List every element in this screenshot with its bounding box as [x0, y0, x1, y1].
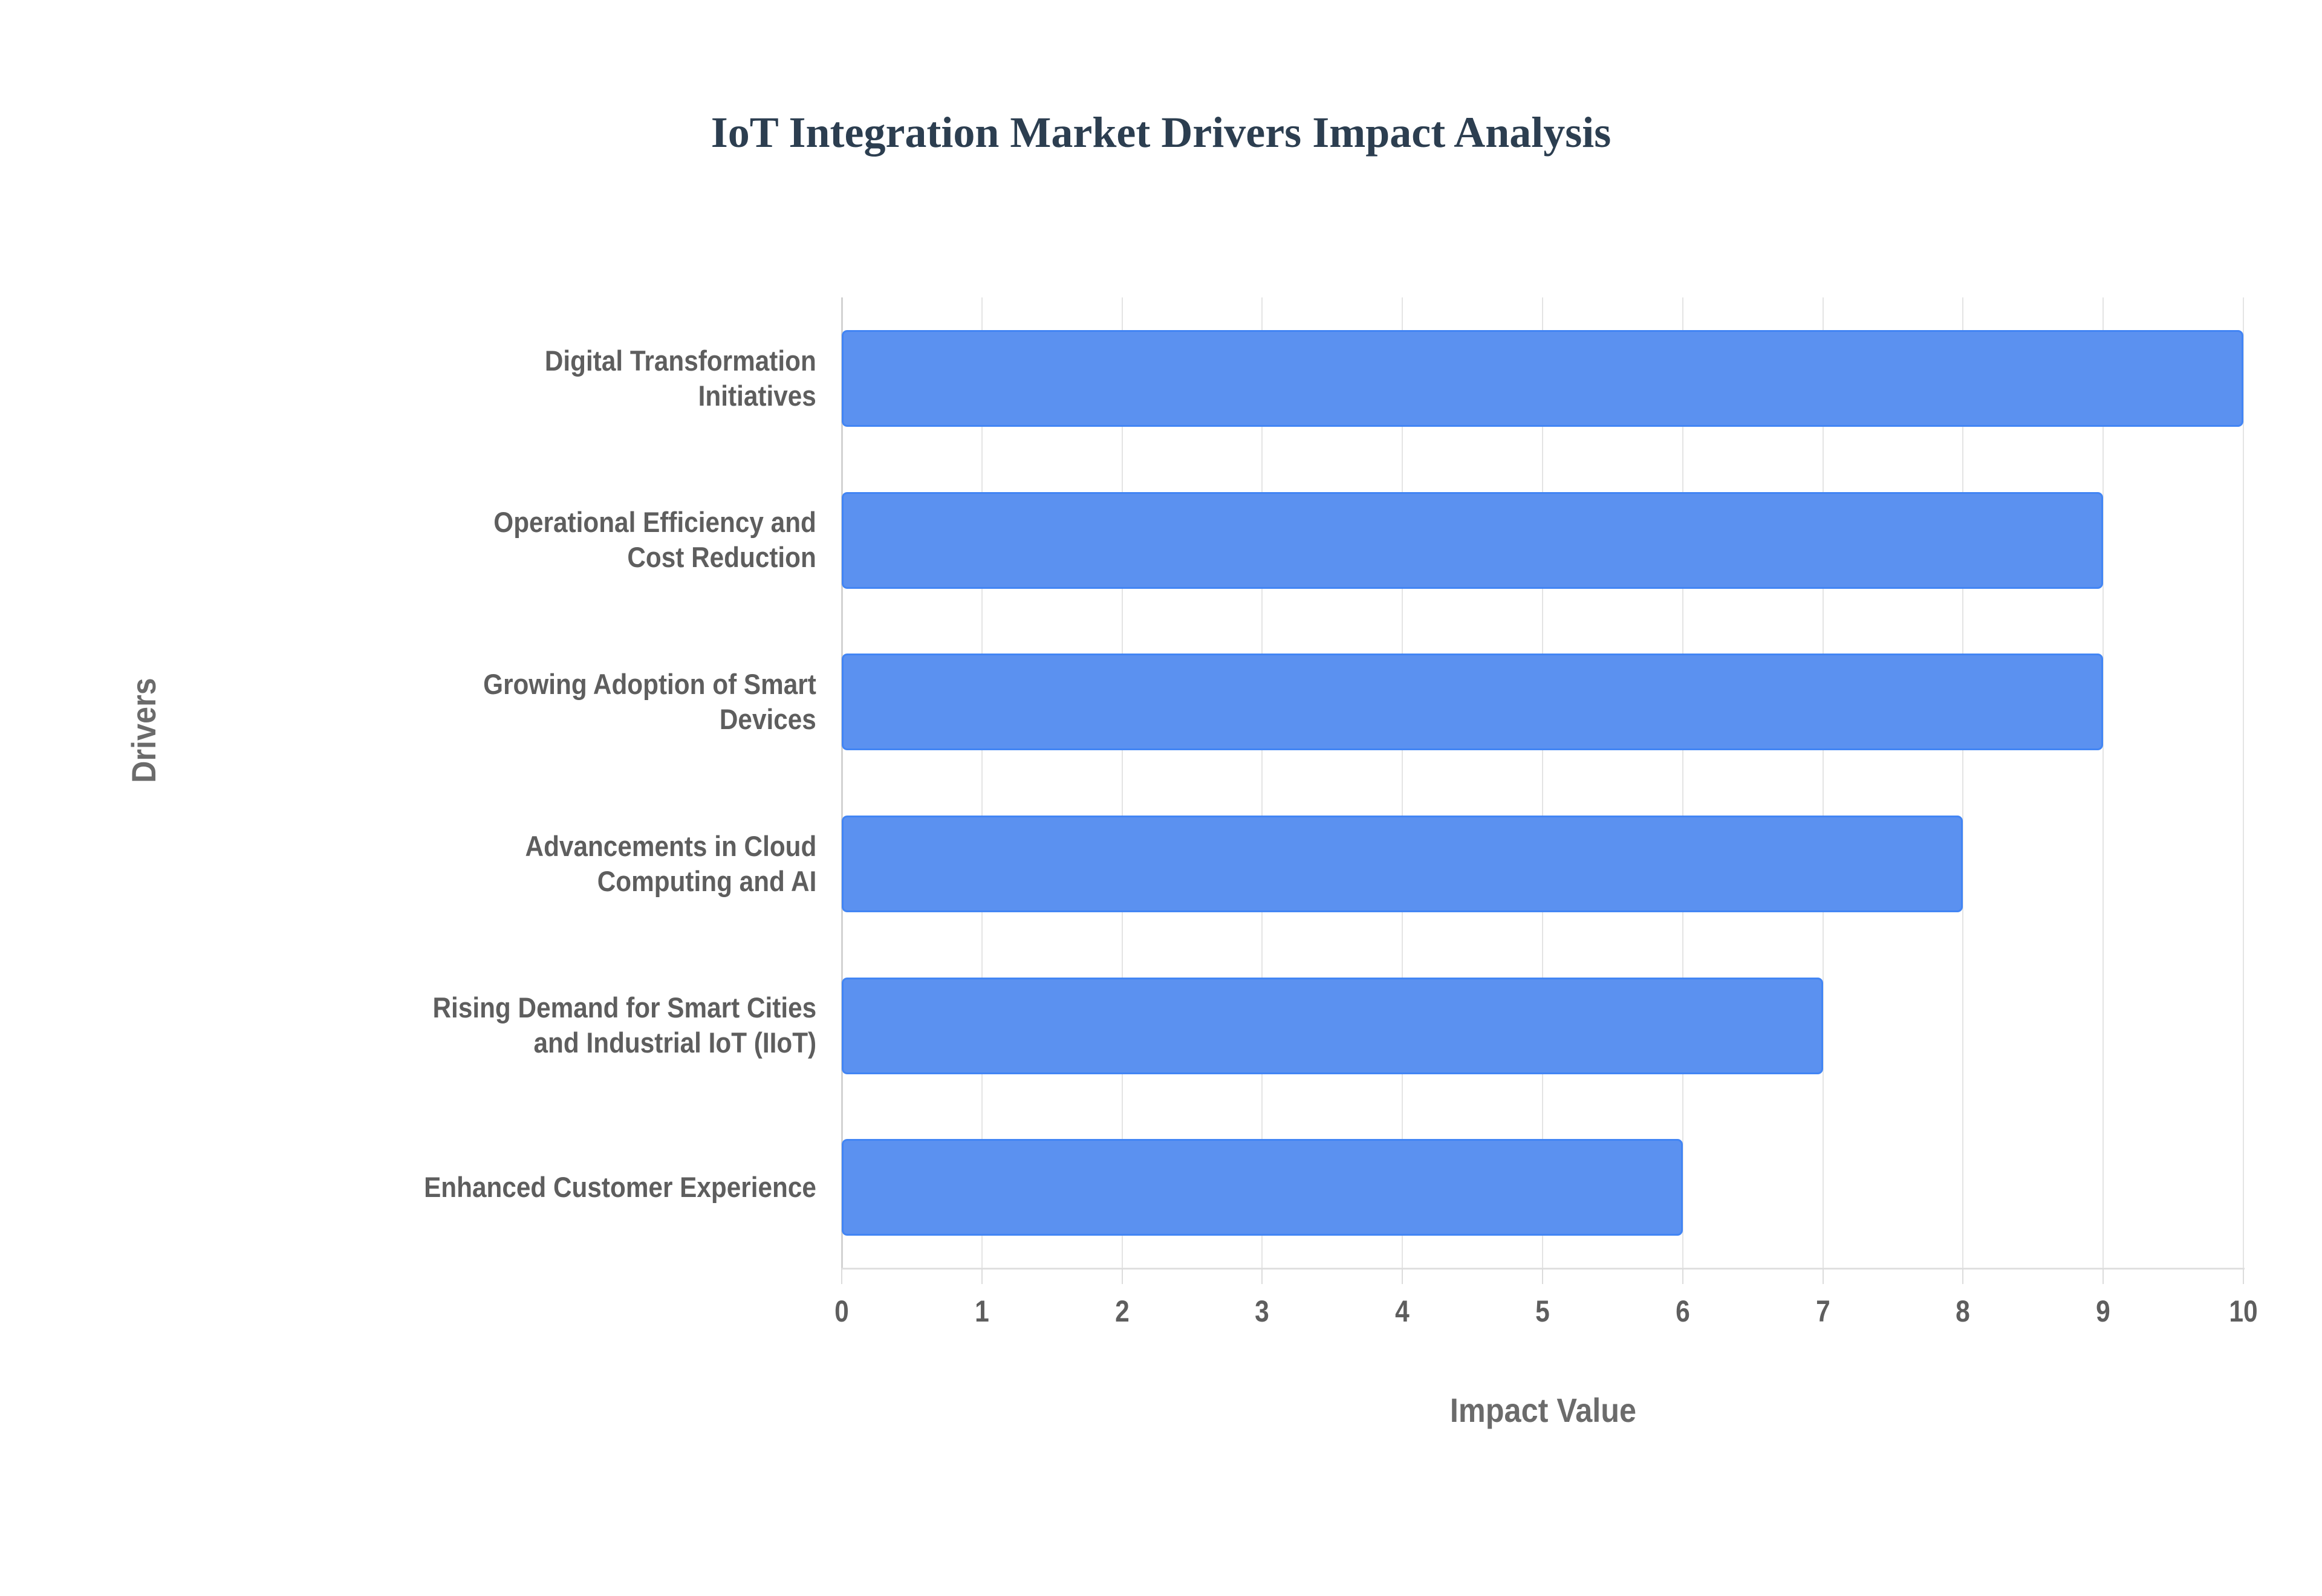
- x-tick-label-5: 5: [1535, 1294, 1550, 1328]
- y-axis-title: Drivers: [125, 678, 163, 783]
- gridline-3: [1261, 297, 1263, 1268]
- x-tick-label-1: 1: [974, 1294, 989, 1328]
- x-axis-baseline: [842, 1268, 2245, 1270]
- y-tick-label: Operational Efficiency and Cost Reduction: [73, 459, 816, 621]
- tickmark-10: [2243, 1268, 2244, 1284]
- tickmark-4: [1402, 1268, 1403, 1284]
- tickmark-9: [2102, 1268, 2104, 1284]
- y-tick-label-text: Digital Transformation Initiatives: [545, 344, 816, 412]
- gridline-8: [1962, 297, 1964, 1268]
- bar[interactable]: [842, 977, 1823, 1074]
- tickmark-6: [1682, 1268, 1683, 1284]
- x-tick-label-3: 3: [1255, 1294, 1270, 1328]
- bar[interactable]: [842, 491, 2104, 589]
- x-tick-label-8: 8: [1956, 1294, 1971, 1328]
- gridline-0: [841, 297, 843, 1268]
- y-tick-label-text: Operational Efficiency and Cost Reduction: [493, 506, 816, 574]
- x-tick-label-0: 0: [834, 1294, 849, 1328]
- gridline-2: [1121, 297, 1123, 1268]
- tickmark-5: [1542, 1268, 1543, 1284]
- y-tick-label: Advancements in Cloud Computing and AI: [73, 783, 816, 945]
- x-tick-label-6: 6: [1675, 1294, 1690, 1328]
- gridline-10: [2243, 297, 2244, 1268]
- y-tick-label-text: Growing Adoption of Smart Devices: [483, 668, 816, 736]
- y-tick-label: Rising Demand for Smart Cities and Indust…: [73, 945, 816, 1107]
- chart-title-text: IoT Integration Market Drivers Impact An…: [711, 108, 1611, 157]
- gridline-5: [1542, 297, 1543, 1268]
- gridline-1: [981, 297, 983, 1268]
- bar[interactable]: [842, 329, 2243, 427]
- gridline-6: [1682, 297, 1683, 1268]
- gridline-4: [1402, 297, 1403, 1268]
- tickmark-8: [1962, 1268, 1964, 1284]
- x-tick-label-10: 10: [2229, 1294, 2258, 1328]
- tickmark-1: [981, 1268, 983, 1284]
- x-tick-label-2: 2: [1114, 1294, 1130, 1328]
- y-tick-label-text: Rising Demand for Smart Cities and Indust…: [432, 991, 816, 1059]
- y-tick-label: Growing Adoption of Smart Devices: [73, 621, 816, 783]
- y-tick-label: Enhanced Customer Experience: [73, 1106, 816, 1268]
- tickmark-0: [841, 1268, 842, 1284]
- page-title: IoT Integration Market Drivers Impact An…: [0, 108, 2322, 158]
- x-tick-label-4: 4: [1395, 1294, 1410, 1328]
- y-tick-label: Digital Transformation Initiatives: [73, 297, 816, 459]
- x-tick-label-7: 7: [1815, 1294, 1830, 1328]
- gridline-9: [2102, 297, 2104, 1268]
- x-tick-label-9: 9: [2096, 1294, 2111, 1328]
- y-tick-label-text: Advancements in Cloud Computing and AI: [525, 829, 816, 897]
- bar[interactable]: [842, 654, 2104, 751]
- x-axis-title: Impact Value: [1449, 1391, 1637, 1429]
- tickmark-7: [1822, 1268, 1824, 1284]
- y-tick-label-text: Enhanced Customer Experience: [424, 1171, 816, 1204]
- bar[interactable]: [842, 1139, 1683, 1236]
- gridline-7: [1822, 297, 1824, 1268]
- bar[interactable]: [842, 815, 1963, 912]
- plot-area: [841, 297, 2244, 1268]
- tickmark-3: [1261, 1268, 1263, 1284]
- tickmark-2: [1121, 1268, 1123, 1284]
